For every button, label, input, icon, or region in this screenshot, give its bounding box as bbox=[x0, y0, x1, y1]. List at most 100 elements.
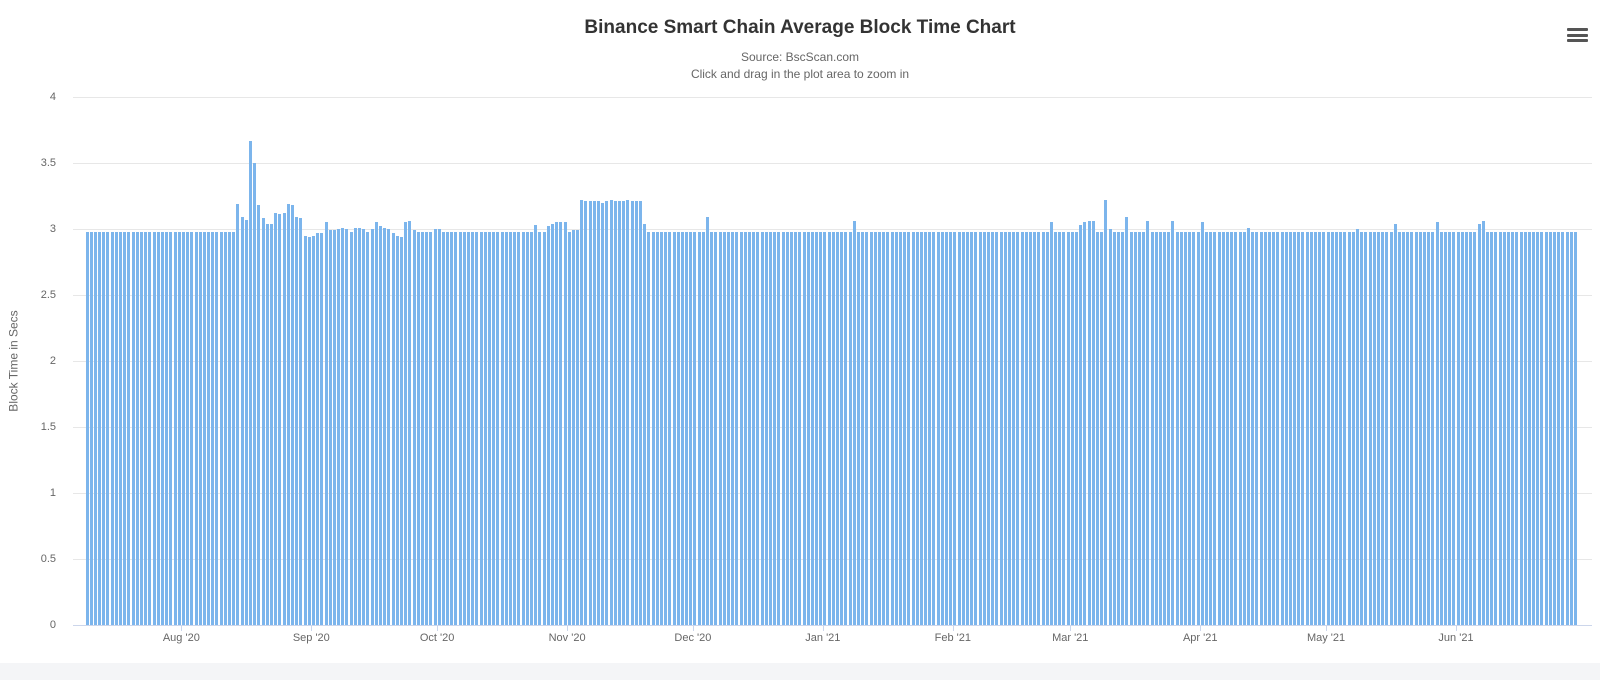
bar[interactable] bbox=[924, 231, 928, 625]
bar[interactable] bbox=[882, 231, 886, 625]
bar[interactable] bbox=[768, 231, 772, 625]
bar[interactable] bbox=[1058, 231, 1062, 625]
bar[interactable] bbox=[798, 231, 802, 625]
bar[interactable] bbox=[1347, 231, 1351, 625]
bar[interactable] bbox=[1381, 231, 1385, 625]
bar[interactable] bbox=[857, 231, 860, 625]
bar[interactable] bbox=[1540, 231, 1544, 625]
bar[interactable] bbox=[471, 231, 475, 625]
bar[interactable] bbox=[1498, 231, 1502, 625]
bar[interactable] bbox=[701, 231, 705, 625]
bar[interactable] bbox=[85, 231, 89, 625]
bar[interactable] bbox=[374, 222, 378, 625]
bar[interactable] bbox=[815, 231, 819, 625]
bar[interactable] bbox=[999, 231, 1003, 625]
bar[interactable] bbox=[215, 231, 219, 625]
bar[interactable] bbox=[1184, 231, 1188, 625]
bar[interactable] bbox=[1096, 231, 1099, 625]
bar[interactable] bbox=[580, 199, 584, 625]
bar[interactable] bbox=[1284, 231, 1288, 625]
bar[interactable] bbox=[877, 231, 881, 625]
bar[interactable] bbox=[181, 231, 185, 625]
bar[interactable] bbox=[1054, 231, 1058, 625]
bar[interactable] bbox=[1548, 231, 1552, 625]
bar[interactable] bbox=[789, 231, 793, 625]
bar[interactable] bbox=[362, 229, 366, 625]
bar[interactable] bbox=[1444, 231, 1448, 625]
bar[interactable] bbox=[1125, 217, 1129, 625]
bar[interactable] bbox=[1385, 231, 1389, 625]
bar[interactable] bbox=[379, 226, 382, 625]
bar[interactable] bbox=[433, 229, 437, 625]
bar[interactable] bbox=[311, 235, 315, 625]
bar[interactable] bbox=[1045, 231, 1049, 625]
bar[interactable] bbox=[1280, 231, 1284, 625]
bar[interactable] bbox=[1389, 231, 1393, 625]
bar[interactable] bbox=[156, 231, 160, 625]
bar[interactable] bbox=[1225, 231, 1229, 625]
bar[interactable] bbox=[194, 231, 198, 625]
bar[interactable] bbox=[282, 213, 286, 625]
bar[interactable] bbox=[559, 222, 563, 625]
bar[interactable] bbox=[1490, 231, 1494, 625]
bar[interactable] bbox=[873, 231, 877, 625]
bar[interactable] bbox=[731, 231, 735, 625]
bar[interactable] bbox=[207, 231, 211, 625]
bar[interactable] bbox=[1452, 231, 1456, 625]
bar[interactable] bbox=[425, 231, 429, 625]
bar[interactable] bbox=[1527, 231, 1531, 625]
bar[interactable] bbox=[605, 201, 609, 625]
bar[interactable] bbox=[747, 231, 751, 625]
bar[interactable] bbox=[202, 231, 206, 625]
bar[interactable] bbox=[886, 231, 890, 625]
bar[interactable] bbox=[638, 201, 642, 625]
bar[interactable] bbox=[341, 227, 345, 625]
bar[interactable] bbox=[819, 231, 823, 625]
bar[interactable] bbox=[710, 231, 714, 625]
bar[interactable] bbox=[1028, 231, 1032, 625]
bar[interactable] bbox=[160, 231, 164, 625]
bar[interactable] bbox=[517, 231, 521, 625]
bar[interactable] bbox=[1070, 231, 1074, 625]
bar[interactable] bbox=[446, 231, 450, 625]
bar[interactable] bbox=[244, 219, 248, 625]
bar[interactable] bbox=[391, 232, 395, 625]
bar[interactable] bbox=[102, 231, 106, 625]
bar[interactable] bbox=[450, 231, 454, 625]
bar[interactable] bbox=[848, 231, 852, 625]
bar[interactable] bbox=[1137, 231, 1141, 625]
bar[interactable] bbox=[949, 231, 953, 625]
bar[interactable] bbox=[1569, 231, 1573, 625]
bar[interactable] bbox=[513, 231, 517, 625]
bar[interactable] bbox=[1234, 231, 1238, 625]
bar[interactable] bbox=[278, 214, 282, 625]
bar[interactable] bbox=[1435, 222, 1439, 625]
bar[interactable] bbox=[1351, 231, 1355, 625]
bar[interactable] bbox=[307, 236, 311, 625]
bar[interactable] bbox=[1016, 231, 1020, 625]
bar[interactable] bbox=[689, 231, 693, 625]
bar[interactable] bbox=[345, 229, 349, 625]
bar[interactable] bbox=[1460, 231, 1464, 625]
bar[interactable] bbox=[337, 229, 341, 625]
bar[interactable] bbox=[898, 231, 902, 625]
bar[interactable] bbox=[496, 231, 500, 625]
bar[interactable] bbox=[718, 231, 722, 625]
bar[interactable] bbox=[106, 231, 110, 625]
bar[interactable] bbox=[437, 229, 441, 625]
bar[interactable] bbox=[127, 231, 131, 625]
bar[interactable] bbox=[601, 202, 605, 625]
bar[interactable] bbox=[1519, 231, 1523, 625]
bar[interactable] bbox=[714, 231, 718, 625]
bar[interactable] bbox=[806, 231, 810, 625]
bar[interactable] bbox=[395, 235, 399, 625]
bar[interactable] bbox=[643, 223, 647, 625]
bar[interactable] bbox=[1305, 231, 1309, 625]
bar[interactable] bbox=[135, 231, 139, 625]
bar[interactable] bbox=[483, 231, 487, 625]
bar[interactable] bbox=[525, 231, 529, 625]
bar[interactable] bbox=[802, 231, 806, 625]
bar[interactable] bbox=[919, 231, 923, 625]
bar[interactable] bbox=[148, 231, 152, 625]
bar[interactable] bbox=[1163, 231, 1167, 625]
